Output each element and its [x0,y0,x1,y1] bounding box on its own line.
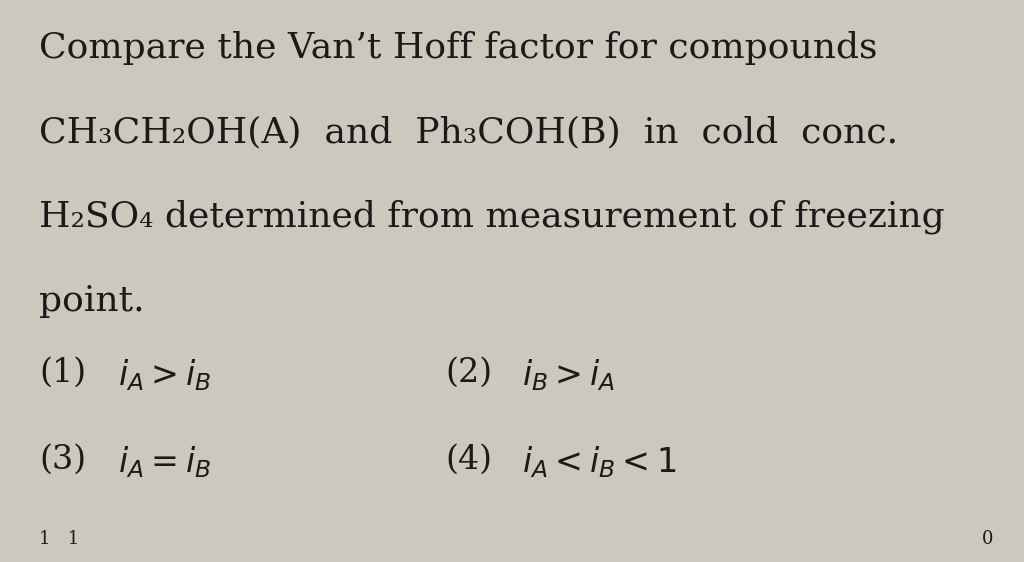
Text: (2): (2) [445,357,493,389]
Text: (3): (3) [39,444,86,476]
Text: 0: 0 [982,530,993,548]
Text: $i_A = i_B$: $i_A = i_B$ [118,444,211,480]
Text: $i_A > i_B$: $i_A > i_B$ [118,357,211,393]
Text: (4): (4) [445,444,493,476]
Text: Compare the Van’t Hoff factor for compounds: Compare the Van’t Hoff factor for compou… [39,31,878,65]
Text: CH₃CH₂OH(A)  and  Ph₃COH(B)  in  cold  conc.: CH₃CH₂OH(A) and Ph₃COH(B) in cold conc. [39,115,898,149]
Text: $i_B > i_A$: $i_B > i_A$ [522,357,615,393]
Text: H₂SO₄ determined from measurement of freezing: H₂SO₄ determined from measurement of fre… [39,200,944,234]
Text: point.: point. [39,284,144,318]
Text: 1   1: 1 1 [39,530,79,548]
Text: (1): (1) [39,357,86,389]
Text: $i_A < i_B < 1$: $i_A < i_B < 1$ [522,444,677,480]
